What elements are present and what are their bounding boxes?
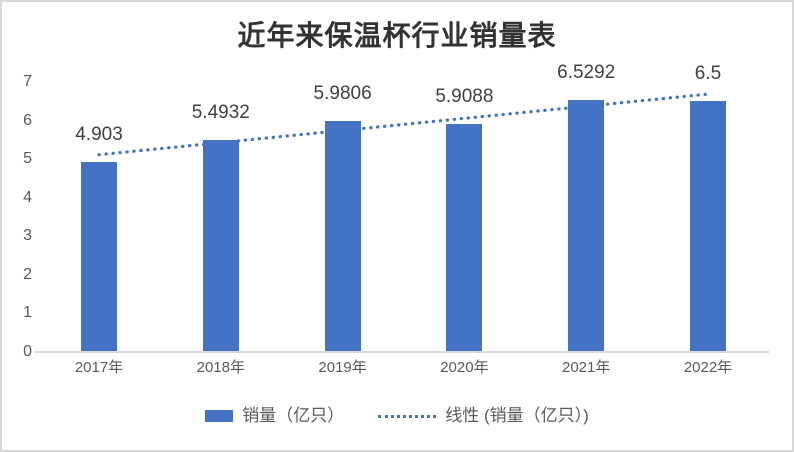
bar: [568, 99, 605, 351]
bar: [202, 139, 239, 351]
y-axis-tick-label: 1: [23, 304, 32, 321]
bar-data-label: 5.4932: [191, 101, 250, 123]
x-axis-line: [35, 351, 769, 353]
bar: [446, 123, 483, 351]
legend-swatch-sales-bar: [205, 410, 234, 422]
y-axis-tick-label: 7: [23, 73, 32, 90]
legend-label-sales: 销量（亿只）: [242, 406, 345, 425]
y-axis-tick-label: 6: [23, 111, 32, 129]
legend-item-trendline: 线性 (销量（亿只）): [378, 406, 589, 426]
chart-title: 近年来保温杯行业销量表: [237, 19, 557, 52]
y-axis-tick-label: 2: [23, 265, 32, 283]
y-axis-tick-label: 3: [23, 227, 32, 244]
bar-data-label: 6.5292: [557, 61, 616, 83]
x-axis-label: 2022年: [683, 359, 733, 376]
x-axis-label: 2021年: [562, 359, 611, 376]
legend-swatch-trendline-dotted: [378, 414, 437, 418]
x-axis-label: 2020年: [440, 359, 489, 376]
bar-data-label: 5.9088: [435, 85, 494, 107]
x-axis-label: 2019年: [318, 359, 367, 376]
x-axis-label: 2017年: [74, 359, 124, 376]
x-axis-label: 2018年: [196, 359, 245, 376]
y-axis-tick-label: 0: [23, 342, 32, 360]
bar: [324, 120, 361, 351]
legend: 销量（亿只） 线性 (销量（亿只）): [2, 406, 792, 426]
bar: [81, 162, 117, 351]
bar-data-label: 5.9806: [313, 82, 372, 104]
y-axis-tick-label: 5: [23, 150, 32, 167]
bar-data-label: 4.903: [75, 124, 123, 146]
bar-data-label: 6.5: [694, 62, 722, 84]
legend-item-sales: 销量（亿只）: [205, 406, 344, 426]
legend-label-trendline: 线性 (销量（亿只）): [445, 406, 589, 425]
bar: [690, 100, 726, 351]
y-axis-tick-label: 4: [23, 188, 32, 206]
